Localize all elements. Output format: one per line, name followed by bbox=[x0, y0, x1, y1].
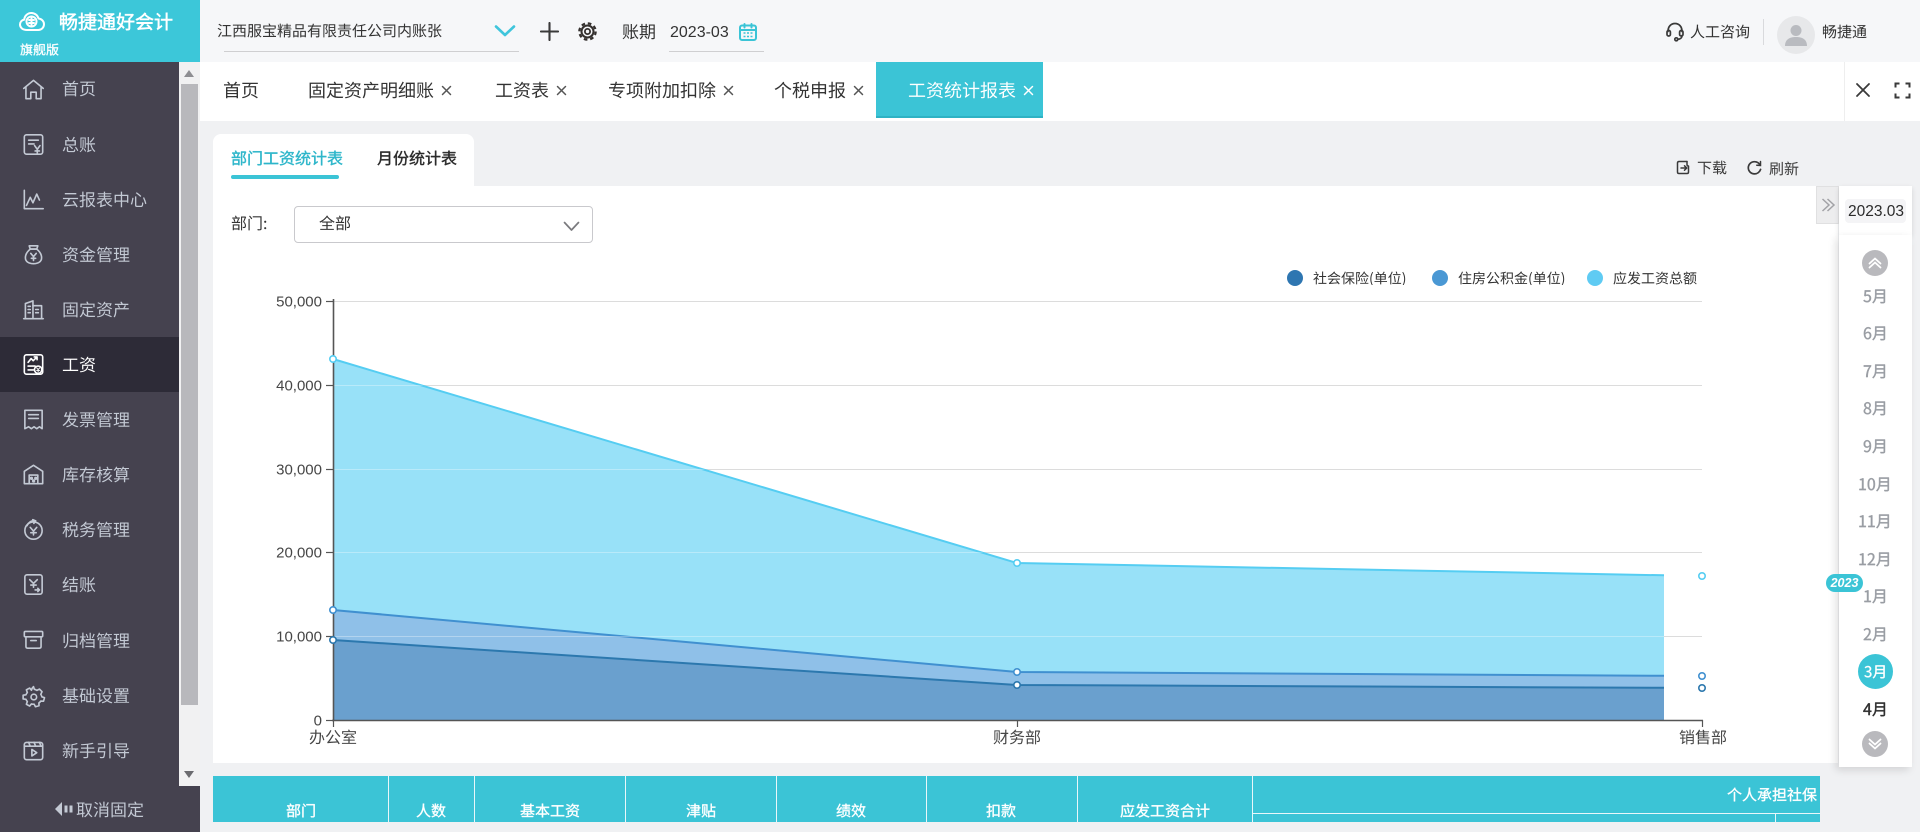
svg-text:30,000: 30,000 bbox=[276, 462, 322, 479]
svg-text:40,000: 40,000 bbox=[276, 378, 322, 395]
svg-text:10,000: 10,000 bbox=[276, 629, 322, 646]
svg-text:50,000: 50,000 bbox=[276, 294, 322, 311]
svg-text:0: 0 bbox=[314, 713, 322, 730]
svg-text:20,000: 20,000 bbox=[276, 545, 322, 562]
